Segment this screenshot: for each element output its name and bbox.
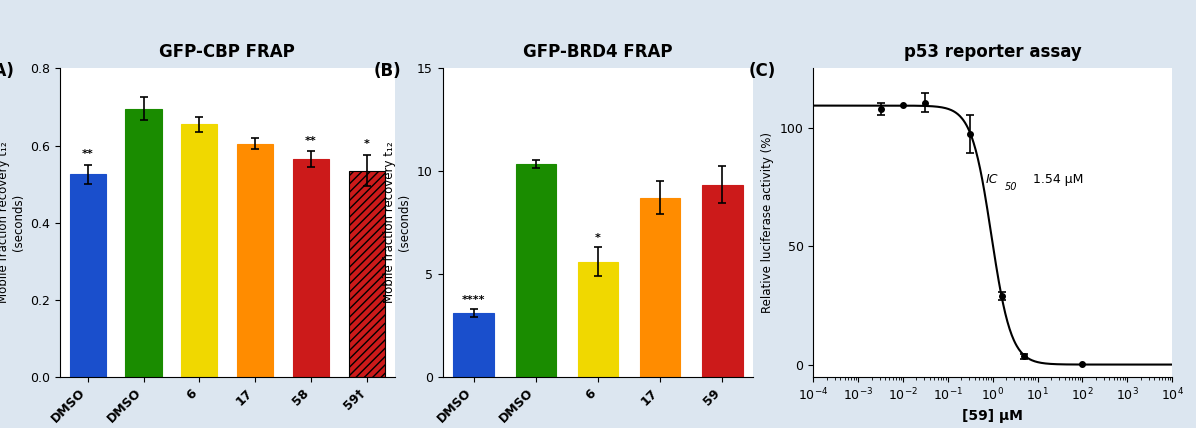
Text: (B): (B) <box>374 62 402 80</box>
Text: (C): (C) <box>749 62 776 80</box>
Title: GFP-BRD4 FRAP: GFP-BRD4 FRAP <box>524 43 672 61</box>
Text: 1.54 μM: 1.54 μM <box>1025 172 1084 186</box>
Text: (A): (A) <box>0 62 14 80</box>
Bar <box>702 184 743 377</box>
Bar <box>182 125 218 377</box>
Bar <box>640 198 681 377</box>
Text: *: * <box>364 140 370 149</box>
Bar <box>293 159 329 377</box>
Text: IC: IC <box>986 172 997 186</box>
Bar <box>69 175 106 377</box>
Text: *: * <box>596 233 600 243</box>
Text: 50: 50 <box>1005 182 1018 192</box>
Title: GFP-CBP FRAP: GFP-CBP FRAP <box>159 43 295 61</box>
Text: ****: **** <box>462 295 486 305</box>
X-axis label: [59] μM: [59] μM <box>963 408 1023 422</box>
Bar <box>349 171 385 377</box>
Y-axis label: Mobile fraction recovery t₁₂
(seconds): Mobile fraction recovery t₁₂ (seconds) <box>0 142 25 303</box>
Y-axis label: Relative luciferase activity (%): Relative luciferase activity (%) <box>761 132 774 313</box>
Y-axis label: Mobile fraction recovery t₁₂
(seconds): Mobile fraction recovery t₁₂ (seconds) <box>384 142 411 303</box>
Bar <box>453 313 494 377</box>
Text: **: ** <box>81 149 93 159</box>
Bar <box>578 262 618 377</box>
Bar <box>515 164 556 377</box>
Title: p53 reporter assay: p53 reporter assay <box>904 43 1081 61</box>
Text: **: ** <box>305 136 317 146</box>
Bar <box>126 109 161 377</box>
Bar <box>237 144 273 377</box>
